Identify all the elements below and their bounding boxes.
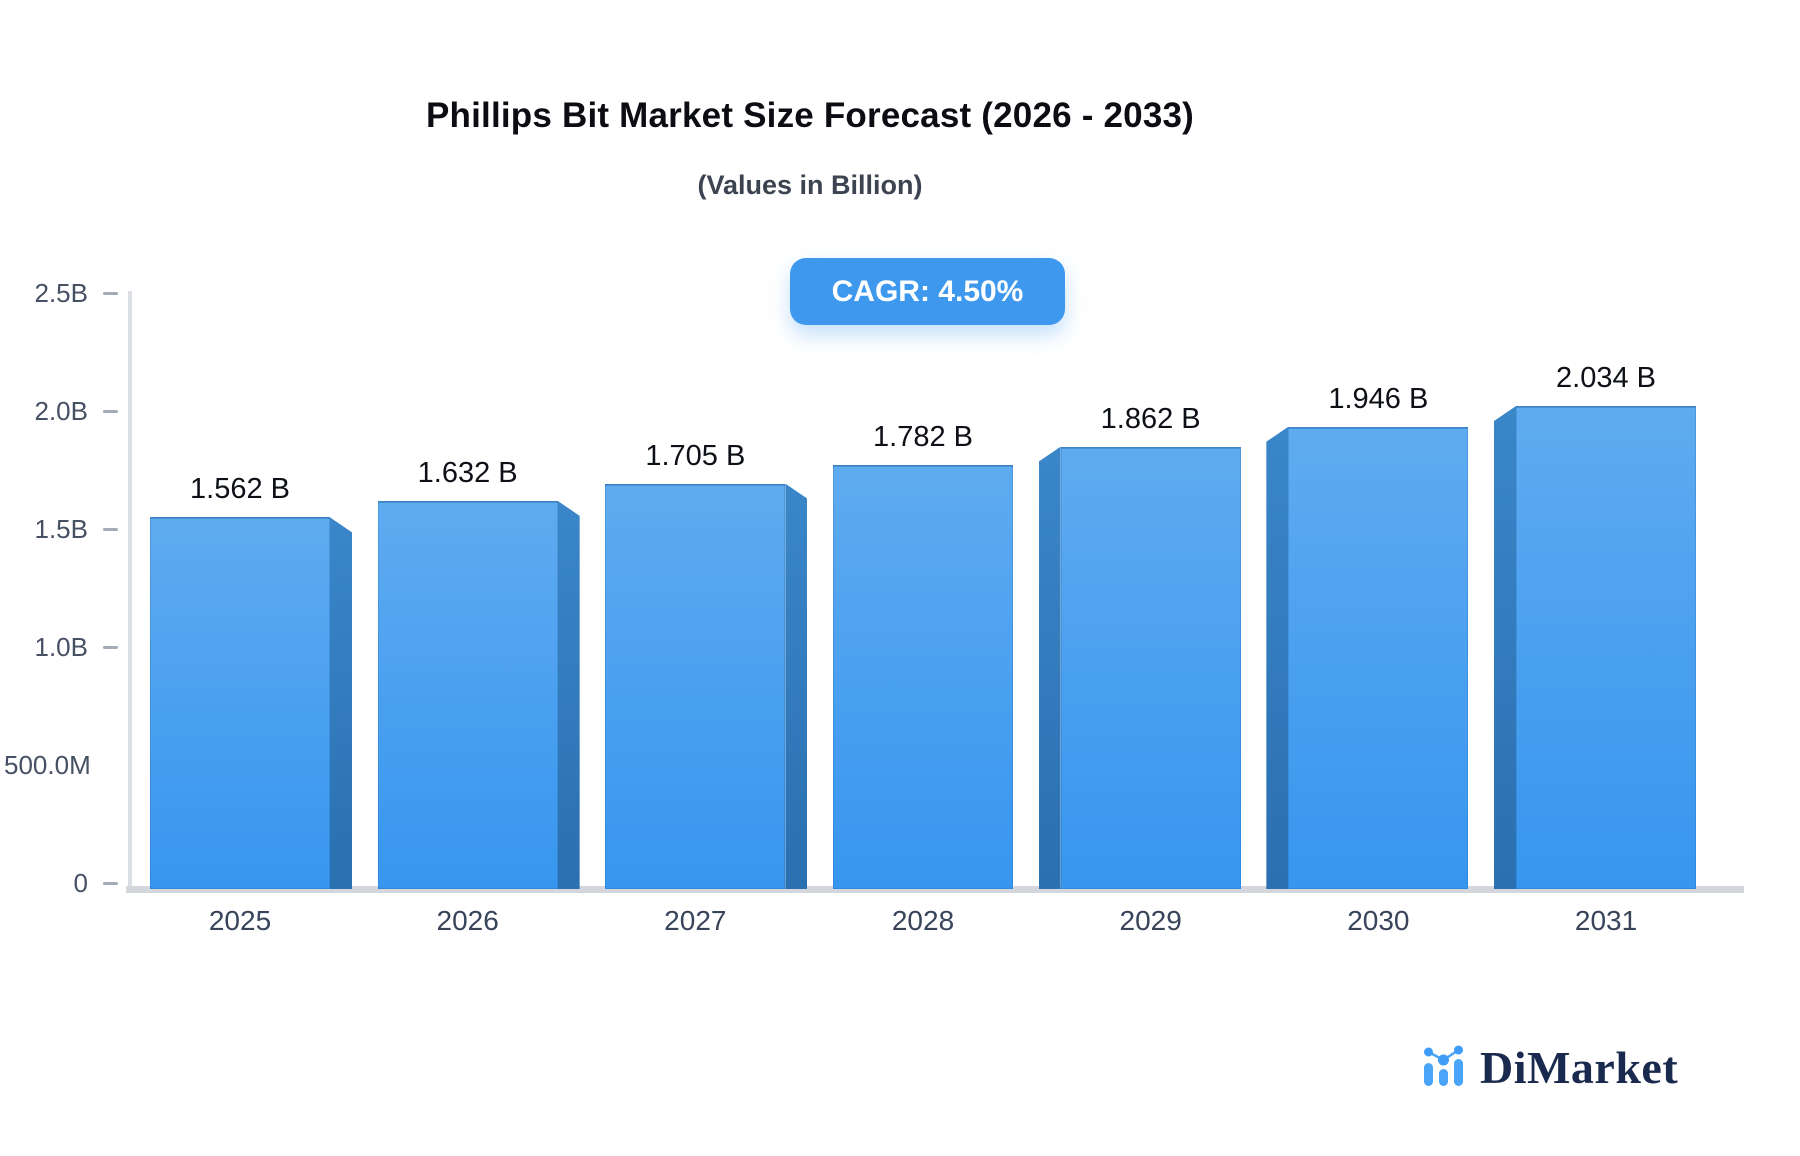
y-axis-tick-label: 2.0B — [34, 396, 89, 426]
bar-value-label: 1.632 B — [417, 456, 518, 489]
bar-value-label: 1.782 B — [873, 421, 973, 454]
chart-subtitle: (Values in Billion) — [697, 170, 923, 200]
mini-bar-line-chart-icon — [1424, 1045, 1463, 1086]
bar-side-face — [557, 500, 580, 889]
bar-value-label: 1.705 B — [645, 439, 746, 472]
x-axis-tick-label: 2029 — [1119, 905, 1182, 936]
x-axis-tick-label: 2026 — [436, 905, 499, 936]
x-axis-tick-label: 2025 — [208, 905, 272, 936]
y-axis-tick-dash — [103, 645, 118, 649]
y-axis-tick-label: 1.5B — [34, 514, 89, 544]
y-axis-tick-label: 1.0B — [34, 632, 89, 662]
brand-logo: DiMarket — [1420, 1040, 1678, 1096]
x-axis-tick-label: 2031 — [1574, 905, 1638, 936]
bar-side-face — [330, 517, 352, 889]
bar-2025[interactable] — [150, 517, 330, 889]
y-axis-line — [128, 291, 132, 886]
bar-side-face — [785, 483, 808, 889]
bar-side-face — [1038, 446, 1061, 889]
bar-2028[interactable] — [833, 465, 1013, 889]
x-axis-tick-label: 2030 — [1347, 905, 1410, 936]
bar-2030[interactable] — [1288, 426, 1469, 889]
bar-side-face — [1494, 405, 1517, 889]
y-axis-tick-label: 500.0M — [4, 750, 91, 780]
brand-name: DiMarket — [1480, 1042, 1679, 1093]
y-axis-tick-dash — [103, 291, 118, 295]
bar-value-label: 2.034 B — [1556, 361, 1657, 394]
y-axis-tick-label: 0 — [73, 868, 88, 898]
cagr-badge: CAGR: 4.50% — [790, 258, 1065, 325]
x-axis-tick-label: 2028 — [891, 905, 955, 936]
y-axis-tick-dash — [103, 881, 118, 885]
bar-2031[interactable] — [1516, 405, 1697, 889]
x-axis-tick-label: 2027 — [664, 905, 727, 936]
x-axis-line — [126, 886, 1744, 893]
bar-value-label: 1.862 B — [1100, 402, 1201, 435]
chart-title: Phillips Bit Market Size Forecast (2026 … — [425, 96, 1195, 135]
bar-2026[interactable] — [377, 500, 558, 889]
bar-side-face — [1266, 426, 1289, 889]
y-axis-tick-label: 2.5B — [34, 278, 89, 308]
y-axis-tick-dash — [103, 409, 118, 413]
bar-value-label: 1.946 B — [1328, 382, 1429, 415]
bar-2027[interactable] — [605, 483, 786, 889]
bar-2029[interactable] — [1060, 446, 1241, 889]
cagr-badge-label: CAGR: 4.50% — [831, 274, 1024, 308]
y-axis-tick-dash — [103, 527, 118, 531]
bar-value-label: 1.562 B — [190, 473, 290, 506]
